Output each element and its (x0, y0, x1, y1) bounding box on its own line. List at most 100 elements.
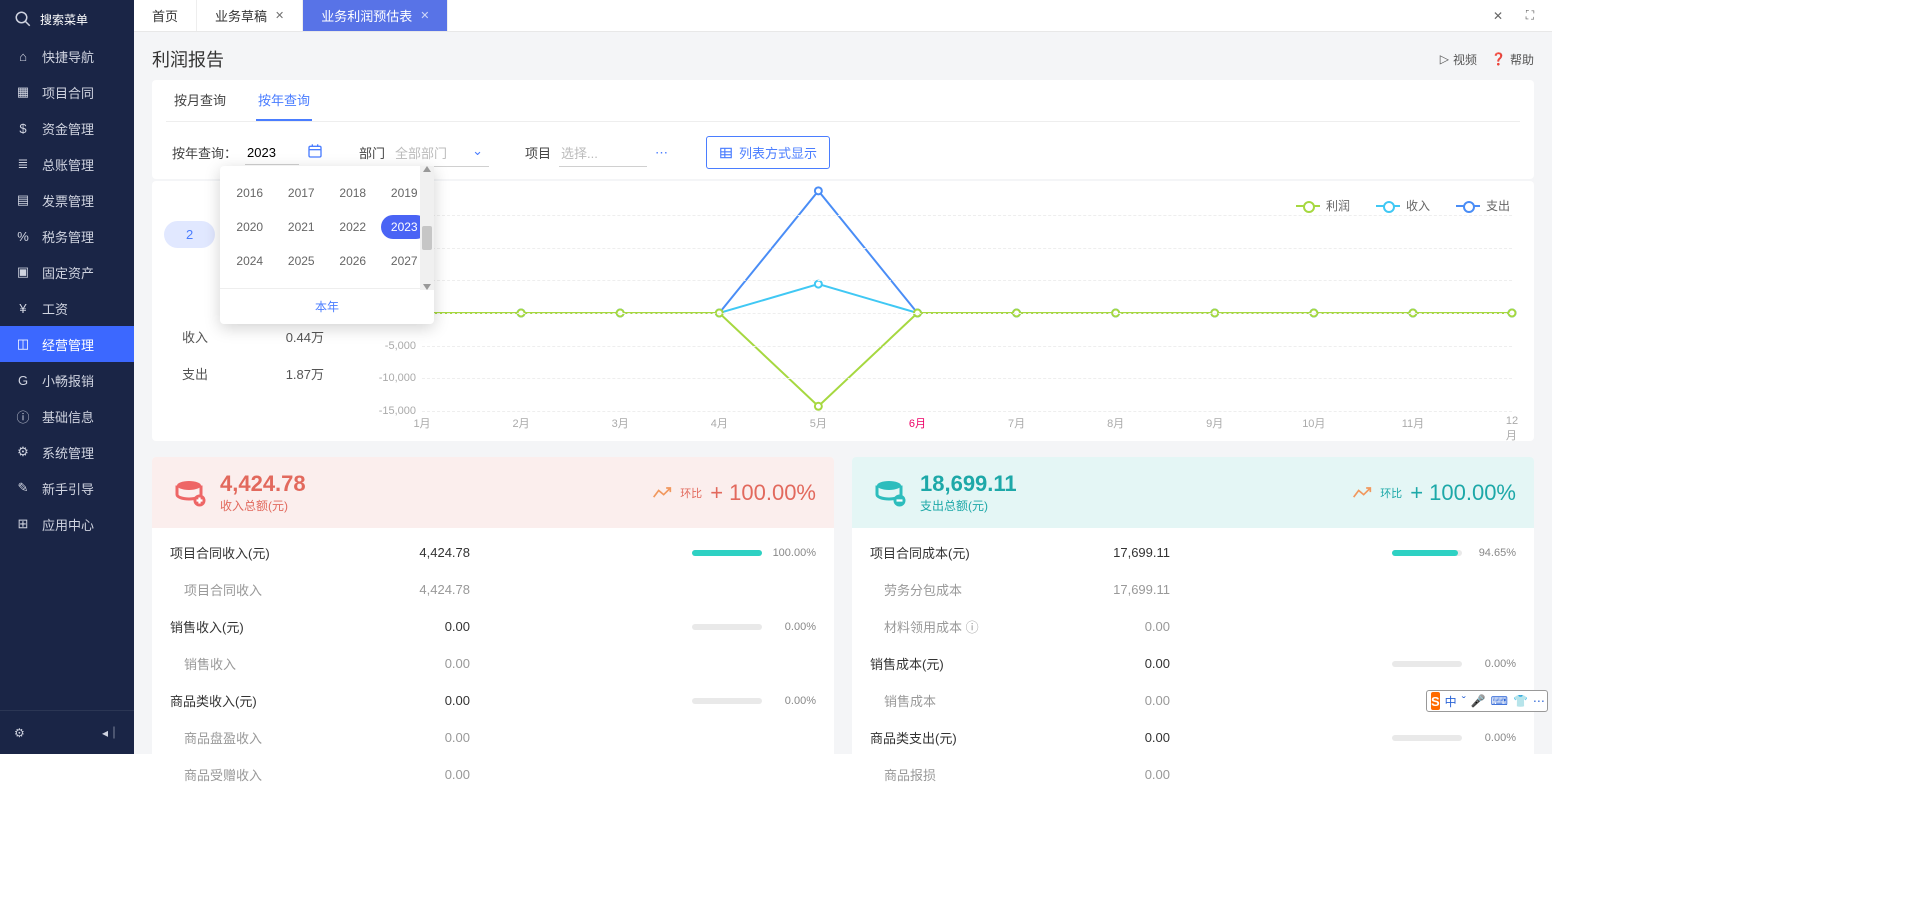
x-label: 10月 (1302, 415, 1325, 431)
sidebar: 搜索菜单 ⌂快捷导航▦项目合同$资金管理≣总账管理▤发票管理%税务管理▣固定资产… (0, 0, 134, 754)
proj-label: 项目 (525, 143, 551, 162)
chart-pill[interactable]: 2 (164, 221, 215, 248)
year-option-2017[interactable]: 2017 (276, 176, 328, 210)
sidebar-item-0[interactable]: ⌂快捷导航 (0, 38, 134, 74)
dept-select[interactable]: 全部部门 ⌄ (393, 139, 489, 167)
chart-area: 利润收入支出 0-5,000-10,000-15,0001月2月3月4月5月6月… (368, 191, 1522, 435)
sidebar-item-4[interactable]: ▤发票管理 (0, 182, 134, 218)
card-body: 项目合同收入(元)4,424.78 100.00% 项目合同收入4,424.78… (152, 528, 834, 805)
invoice-icon: ▤ (14, 191, 32, 209)
more-icon[interactable]: ⋯ (655, 145, 670, 161)
year-option-2018[interactable]: 2018 (327, 176, 379, 210)
year-option-2024[interactable]: 2024 (224, 244, 276, 278)
page-head: 利润报告 ▷ 视频 ❓ 帮助 (152, 46, 1534, 72)
tab-2[interactable]: 业务利润预估表✕ (303, 0, 448, 31)
sidebar-item-2[interactable]: $资金管理 (0, 110, 134, 146)
card-body: 项目合同成本(元)17,699.11 94.65% 劳务分包成本17,699.1… (852, 528, 1534, 805)
query-tab-1[interactable]: 按年查询 (256, 80, 312, 121)
ime-toolbar[interactable]: S中ˇ🎤⌨👕⋯ (1426, 690, 1548, 712)
sidebar-item-5[interactable]: %税务管理 (0, 218, 134, 254)
sidebar-item-9[interactable]: G小畅报销 (0, 362, 134, 398)
year-grid: 2016201720182019202020212022202320242025… (220, 166, 434, 288)
x-label: 4月 (711, 415, 728, 431)
x-label: 2月 (513, 415, 530, 431)
help-link[interactable]: ❓ 帮助 (1491, 51, 1534, 68)
info-icon: ⓘ (14, 407, 32, 425)
sidebar-item-1[interactable]: ▦项目合同 (0, 74, 134, 110)
dept-placeholder: 全部部门 (395, 143, 447, 162)
tab-1[interactable]: 业务草稿✕ (197, 0, 303, 31)
x-label: 12月 (1506, 415, 1518, 443)
card-sub: 收入总额(元) (220, 497, 306, 514)
sidebar-item-6[interactable]: ▣固定资产 (0, 254, 134, 290)
money-icon: $ (14, 119, 32, 137)
x-label: 6月 (909, 415, 926, 431)
asset-icon: ▣ (14, 263, 32, 281)
sys-icon: ⚙ (14, 443, 32, 461)
year-dropdown-scrollbar[interactable] (420, 166, 434, 290)
filters-row: 按年查询： 部门 全部部门 ⌄ 项目 选择... ⋯ (166, 122, 1520, 179)
dept-label: 部门 (359, 143, 385, 162)
card-head: 18,699.11 支出总额(元) 环比 + 100.00% (852, 457, 1534, 528)
summary-card-1: 18,699.11 支出总额(元) 环比 + 100.00% 项目合同成本(元)… (852, 457, 1534, 805)
table-mode-button[interactable]: 列表方式显示 (706, 136, 830, 169)
year-option-2020[interactable]: 2020 (224, 210, 276, 244)
year-input[interactable] (245, 141, 299, 165)
salary-icon: ¥ (14, 299, 32, 317)
video-link[interactable]: ▷ 视频 (1440, 51, 1477, 68)
legend-item: 收入 (1376, 197, 1430, 214)
apps-icon: ⊞ (14, 515, 32, 533)
card-row-sub: 劳务分包成本17,699.11 (870, 571, 1516, 608)
legend-item: 支出 (1456, 197, 1510, 214)
sidebar-item-7[interactable]: ¥工资 (0, 290, 134, 326)
sidebar-bottom: ⚙ ◂｜ (0, 710, 134, 754)
year-option-2026[interactable]: 2026 (327, 244, 379, 278)
biz-icon: ◫ (14, 335, 32, 353)
card-icon (870, 474, 908, 512)
filter-year: 按年查询： (172, 141, 323, 165)
tab-0[interactable]: 首页 (134, 0, 197, 31)
card-icon (170, 474, 208, 512)
summary-card-0: 4,424.78 收入总额(元) 环比 + 100.00% 项目合同收入(元)4… (152, 457, 834, 805)
x-label: 3月 (612, 415, 629, 431)
card-pct: + 100.00% (1410, 480, 1516, 506)
sidebar-search[interactable]: 搜索菜单 (0, 0, 134, 38)
sidebar-item-8[interactable]: ◫经营管理 (0, 326, 134, 362)
sidebar-item-3[interactable]: ≣总账管理 (0, 146, 134, 182)
tab-close-icon[interactable]: ✕ (420, 9, 429, 22)
sidebar-item-12[interactable]: ✎新手引导 (0, 470, 134, 506)
card-pct: + 100.00% (710, 480, 816, 506)
x-label: 11月 (1402, 415, 1424, 431)
proj-select[interactable]: 选择... (559, 139, 647, 167)
chart-legend: 利润 收入 支出 (1296, 197, 1510, 214)
legend-item: 利润 (1296, 197, 1350, 214)
proj-placeholder: 选择... (561, 143, 598, 162)
card-row: 商品类支出(元)0.00 0.00% (870, 719, 1516, 756)
x-label: 9月 (1206, 415, 1223, 431)
card-row-sub: 销售成本0.00 (870, 682, 1516, 719)
tabs-bar: 首页业务草稿✕业务利润预估表✕ ✕ ⛶ (134, 0, 1552, 32)
close-all-icon[interactable]: ✕ (1486, 4, 1510, 28)
year-option-2022[interactable]: 2022 (327, 210, 379, 244)
sidebar-item-11[interactable]: ⚙系统管理 (0, 434, 134, 470)
page-title: 利润报告 (152, 46, 224, 72)
year-dropdown: 2016201720182019202020212022202320242025… (220, 166, 434, 324)
year-option-2025[interactable]: 2025 (276, 244, 328, 278)
query-tabs: 按月查询按年查询 (166, 80, 1520, 122)
doc-icon: ▦ (14, 83, 32, 101)
fullscreen-icon[interactable]: ⛶ (1518, 4, 1542, 28)
chevron-down-icon: ⌄ (472, 143, 483, 162)
year-this-year[interactable]: 本年 (220, 288, 434, 324)
card-amount: 4,424.78 (220, 471, 306, 497)
calendar-icon[interactable] (307, 143, 323, 162)
ledger-icon: ≣ (14, 155, 32, 173)
sidebar-item-10[interactable]: ⓘ基础信息 (0, 398, 134, 434)
year-option-2021[interactable]: 2021 (276, 210, 328, 244)
settings-icon[interactable]: ⚙ (14, 726, 25, 740)
card-amount: 18,699.11 (920, 471, 1017, 497)
year-option-2016[interactable]: 2016 (224, 176, 276, 210)
tab-close-icon[interactable]: ✕ (275, 9, 284, 22)
sidebar-item-13[interactable]: ⊞应用中心 (0, 506, 134, 542)
collapse-icon[interactable]: ◂｜ (102, 724, 120, 741)
query-tab-0[interactable]: 按月查询 (172, 80, 228, 121)
